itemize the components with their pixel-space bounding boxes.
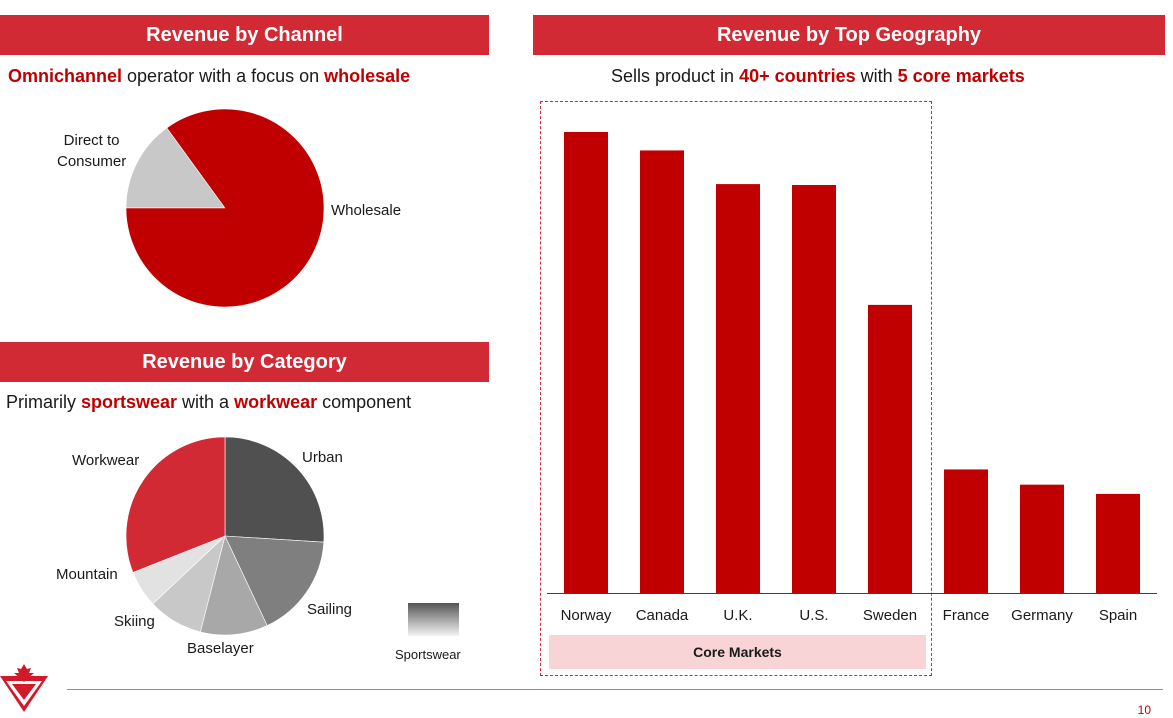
tick-label-norway: Norway [561,607,612,624]
maple-leaf-logo-icon [0,664,48,712]
pie-slice-workwear [125,436,226,573]
geography-banner: Revenue by Top Geography [533,15,1165,55]
core-markets-label: Core Markets [549,635,926,669]
bar-u-s [792,185,836,593]
channel-label-dtc: Direct to Consumer [57,132,127,170]
geography-subtitle-run-2: with [855,66,898,86]
channel-subtitle-run-0: Omnichannel [8,66,123,86]
geography-bar-chart: Norway Canada U.K. U.S. Sweden France Germany S… [547,132,1157,624]
core-markets-box [540,101,932,676]
channel-label-wholesale: Wholesale [331,202,402,219]
bar-spain [1096,493,1140,593]
tick-label-france: France [943,607,990,624]
pie-slice-urban [224,436,325,543]
category-label-baselayer: Baselayer [187,640,254,657]
category-label-workwear: Workwear [72,452,140,469]
geography-subtitle-run-1: 40+ countries [739,66,856,86]
bar-sweden [868,304,912,593]
pie-slice-direct-to-consumer [125,127,226,209]
category-label-skiing: Skiing [114,613,155,630]
sportswear-legend-swatch [408,603,459,636]
category-subtitle-run-4: component [317,392,412,412]
channel-pie-chart [125,108,325,308]
tick-label-u-s: U.S. [799,607,828,624]
tick-label-sweden: Sweden [863,607,917,624]
category-banner: Revenue by Category [0,342,489,382]
category-subtitle-run-1: sportswear [81,392,178,412]
category-label-sailing: Sailing [307,601,353,618]
page-number: 10 [1137,703,1151,717]
tick-label-u-k: U.K. [723,607,752,624]
category-subtitle-run-3: workwear [234,392,318,412]
bar-u-k [716,184,760,593]
channel-subtitle-run-2: wholesale [324,66,411,86]
pie-slice-wholesale [125,108,325,308]
tick-label-germany: Germany [1011,607,1073,624]
sportswear-legend-label: Sportswear [395,647,461,662]
geography-subtitle: Sells product in 40+ countries with 5 co… [611,66,1025,87]
category-subtitle-run-0: Primarily [6,392,81,412]
category-subtitle: Primarily sportswear with a workwear com… [6,392,411,413]
channel-subtitle-run-1: operator with a focus on [122,66,325,86]
channel-subtitle: Omnichannel operator with a focus on who… [8,66,410,87]
pie-slice-sailing [224,535,325,626]
bar-france [944,469,988,593]
category-pie-chart [125,436,325,636]
category-label-urban: Urban [302,449,343,466]
channel-banner: Revenue by Channel [0,15,489,55]
geography-subtitle-run-3: 5 core markets [897,66,1025,86]
category-subtitle-run-2: with a [177,392,235,412]
bar-germany [1020,484,1064,593]
bar-canada [640,150,684,593]
geography-subtitle-run-0: Sells product in [611,66,740,86]
tick-label-spain: Spain [1099,607,1137,624]
tick-label-canada: Canada [636,607,689,624]
bar-norway [564,132,608,593]
footer-divider [67,689,1163,690]
pie-slice-baselayer [200,535,268,636]
category-label-mountain: Mountain [56,566,118,583]
